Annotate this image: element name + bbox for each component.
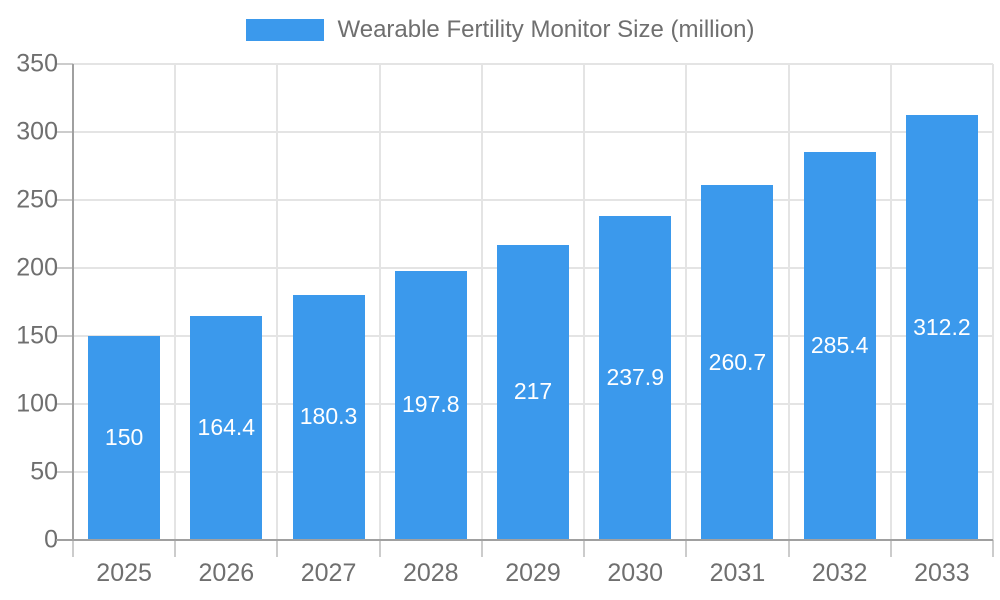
y-axis-label: 200 <box>16 253 58 282</box>
bar-value-label: 150 <box>104 424 144 450</box>
y-axis-label: 100 <box>16 389 58 418</box>
bar-value-label: 285.4 <box>810 331 869 358</box>
y-axis-label: 50 <box>30 457 58 486</box>
bar-value-label: 217 <box>513 378 553 405</box>
legend-item[interactable]: Wearable Fertility Monitor Size (million… <box>0 16 1000 44</box>
gridline-vertical <box>889 64 892 540</box>
bar[interactable]: 237.9 <box>599 216 672 539</box>
gridline-vertical <box>174 64 177 540</box>
bar[interactable]: 217 <box>497 244 569 539</box>
gridline-vertical <box>276 64 279 540</box>
y-axis-label: 150 <box>16 321 58 350</box>
x-axis-label: 2029 <box>505 559 561 587</box>
x-axis-label: 2025 <box>96 559 152 587</box>
x-axis-tick <box>889 540 892 557</box>
x-axis-label: 2027 <box>300 559 357 587</box>
x-axis-label: 2033 <box>914 559 970 587</box>
bar[interactable]: 312.2 <box>905 115 978 539</box>
y-axis-tick <box>56 63 73 65</box>
y-axis-line <box>72 64 74 540</box>
gridline-horizontal <box>73 199 993 201</box>
x-axis-label: 2028 <box>402 559 459 587</box>
bar-value-label: 164.4 <box>197 414 256 441</box>
x-axis-tick <box>992 540 994 557</box>
y-axis-label: 300 <box>16 117 58 146</box>
legend-label: Wearable Fertility Monitor Size (million… <box>337 16 755 43</box>
x-axis-label: 2030 <box>607 559 664 587</box>
y-axis-label: 350 <box>16 49 58 78</box>
x-axis-tick <box>378 540 381 557</box>
x-axis-tick <box>583 540 586 557</box>
x-axis-label: 2032 <box>811 559 868 587</box>
gridline-vertical <box>378 64 381 540</box>
x-axis-tick <box>174 540 177 557</box>
bar[interactable]: 197.8 <box>394 270 467 539</box>
x-axis-tick <box>480 540 483 557</box>
y-axis-label: 0 <box>44 525 58 554</box>
x-axis-label: 2031 <box>709 559 766 587</box>
bar[interactable]: 260.7 <box>701 185 774 539</box>
y-axis-tick <box>56 131 73 133</box>
bar-value-label: 197.8 <box>401 391 460 418</box>
y-axis-label: 250 <box>16 185 58 214</box>
gridline-vertical <box>787 64 790 540</box>
gridline-vertical <box>685 64 688 540</box>
bar[interactable]: 180.3 <box>292 294 365 539</box>
gridline-vertical <box>583 64 586 540</box>
bar-value-label: 237.9 <box>606 364 664 391</box>
legend-swatch <box>245 19 324 41</box>
y-axis-tick <box>56 403 73 405</box>
bar[interactable]: 164.4 <box>190 316 263 539</box>
y-axis-tick <box>56 267 73 269</box>
bar[interactable]: 150 <box>88 336 161 539</box>
bar-value-label: 312.2 <box>913 313 971 340</box>
x-axis-tick <box>787 540 790 557</box>
x-axis-line <box>56 539 993 541</box>
gridline-vertical <box>480 64 483 540</box>
gridline-horizontal <box>73 63 993 65</box>
y-axis-tick <box>56 471 73 473</box>
gridline-horizontal <box>73 131 993 133</box>
y-axis-tick <box>56 335 73 337</box>
bar-value-label: 180.3 <box>299 403 358 430</box>
x-axis-tick <box>685 540 688 557</box>
x-axis-label: 2026 <box>198 559 255 587</box>
x-axis-tick <box>72 540 74 557</box>
y-axis-tick <box>56 199 73 201</box>
gridline-vertical <box>992 64 994 540</box>
x-axis-tick <box>276 540 279 557</box>
bar-value-label: 260.7 <box>708 348 767 375</box>
bar[interactable]: 285.4 <box>803 151 876 539</box>
